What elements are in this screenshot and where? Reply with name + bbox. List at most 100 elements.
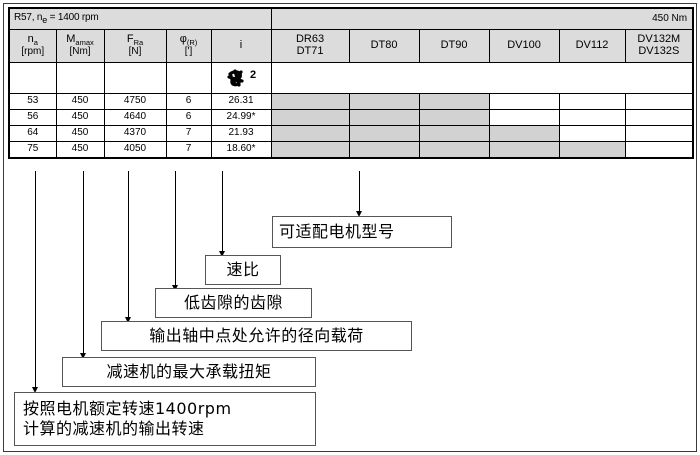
leader-arrow-i bbox=[218, 251, 225, 257]
cell-phi: 6 bbox=[165, 93, 212, 110]
callout-text: 输出轴中点处允许的径向载荷 bbox=[149, 325, 364, 345]
leader-line-phi bbox=[175, 171, 176, 287]
column-header-mamax: Mamax [Nm] bbox=[55, 29, 105, 63]
gearbox-spec-table: R57, ne = 1400 rpm 450 Nm na [rpm] Mamax… bbox=[8, 7, 695, 159]
column-unit: [N] bbox=[128, 46, 142, 58]
cell-i: 26.31 bbox=[210, 93, 272, 110]
cell-motor-dt80 bbox=[348, 141, 420, 159]
callout-ratio: 速比 bbox=[205, 255, 281, 285]
cell-motor-dt90 bbox=[418, 141, 490, 159]
motor-line2: DV132S bbox=[638, 45, 680, 57]
cell-motor-dv112 bbox=[558, 93, 626, 110]
column-symbol: FRa bbox=[126, 33, 144, 48]
leader-line-na bbox=[35, 171, 36, 389]
title-subscript: e bbox=[42, 14, 48, 25]
cell-fra: 4640 bbox=[103, 109, 167, 126]
cell-i: 21.93 bbox=[210, 125, 272, 142]
cell-motor-dr63 bbox=[270, 109, 350, 126]
column-header-motor-dv132: DV132M DV132S bbox=[624, 29, 694, 63]
callout-output-speed: 按照电机额定转速1400rpm 计算的减速机的输出转速 bbox=[14, 392, 316, 446]
motor-line1: DT80 bbox=[370, 39, 398, 52]
cell-motor-dt80 bbox=[348, 125, 420, 142]
cell-i: 18.60* bbox=[210, 141, 272, 159]
column-header-na: na [rpm] bbox=[8, 29, 57, 63]
cell-mamax: 450 bbox=[55, 109, 105, 126]
cell-motor-dv112 bbox=[558, 109, 626, 126]
table-title-right: 450 Nm bbox=[270, 7, 694, 30]
title-prefix: R57, n bbox=[14, 11, 43, 23]
spacer-cell-na bbox=[8, 62, 57, 94]
column-symbol: na bbox=[27, 33, 38, 48]
column-symbol: φ(R) bbox=[179, 33, 198, 48]
cell-motor-dv112 bbox=[558, 141, 626, 159]
callout-radial-load: 输出轴中点处允许的径向载荷 bbox=[101, 321, 412, 351]
leader-line-motors bbox=[359, 171, 360, 213]
cell-motor-dv132 bbox=[624, 93, 694, 110]
column-header-motor-dt80: DT80 bbox=[348, 29, 420, 63]
cell-motor-dr63 bbox=[270, 125, 350, 142]
column-header-phi: φ(R) ['] bbox=[165, 29, 212, 63]
cell-motor-dv100 bbox=[488, 93, 560, 110]
cell-fra: 4750 bbox=[103, 93, 167, 110]
spacer-cell-motors bbox=[270, 62, 694, 94]
column-header-i: i bbox=[210, 29, 272, 63]
spacer-number: 2 bbox=[249, 69, 257, 82]
column-symbol: Mamax bbox=[66, 33, 94, 48]
column-header-motor-dr63: DR63 DT71 bbox=[270, 29, 350, 63]
table-row: 56 450 4640 6 24.99* bbox=[8, 109, 694, 126]
cell-mamax: 450 bbox=[55, 141, 105, 159]
redaction-group: 2 bbox=[226, 66, 257, 87]
callout-max-torque: 减速机的最大承载扭矩 bbox=[62, 357, 316, 387]
cell-motor-dt80 bbox=[348, 109, 420, 126]
column-header-motor-dv112: DV112 bbox=[558, 29, 626, 63]
table-title-left: R57, ne = 1400 rpm bbox=[8, 7, 272, 30]
callout-text: 减速机的最大承载扭矩 bbox=[106, 361, 272, 381]
cell-mamax: 450 bbox=[55, 93, 105, 110]
motor-line1: DV132M bbox=[637, 33, 681, 46]
cell-motor-dv132 bbox=[624, 125, 694, 142]
spacer-cell-i: 2 bbox=[210, 62, 272, 94]
cell-motor-dt90 bbox=[418, 93, 490, 110]
title-suffix: = 1400 rpm bbox=[47, 11, 99, 23]
table-title-row: R57, ne = 1400 rpm 450 Nm bbox=[8, 7, 694, 30]
cell-motor-dv132 bbox=[624, 109, 694, 126]
motor-line1: DV100 bbox=[507, 39, 541, 52]
cell-phi: 7 bbox=[165, 141, 212, 159]
leader-line-i bbox=[222, 171, 223, 253]
cell-motor-dv132 bbox=[624, 141, 694, 159]
cell-phi: 7 bbox=[165, 125, 212, 142]
cell-phi: 6 bbox=[165, 109, 212, 126]
column-symbol: i bbox=[239, 39, 243, 52]
spacer-cell-phi bbox=[165, 62, 212, 94]
spacer-cell-mamax bbox=[55, 62, 105, 94]
motor-line1: DV112 bbox=[575, 39, 609, 52]
callout-text: 速比 bbox=[226, 259, 260, 279]
cell-motor-dt90 bbox=[418, 109, 490, 126]
cell-motor-dv100 bbox=[488, 125, 560, 142]
leader-arrow-motors bbox=[355, 211, 362, 217]
cell-motor-dv100 bbox=[488, 141, 560, 159]
callout-text: 按照电机额定转速1400rpm 计算的减速机的输出转速 bbox=[23, 398, 232, 438]
column-unit: [Nm] bbox=[69, 46, 91, 58]
callout-backlash: 低齿隙的齿隙 bbox=[155, 288, 312, 318]
cell-i: 24.99* bbox=[210, 109, 272, 126]
figure-outer-frame bbox=[3, 3, 697, 452]
cell-motor-dt90 bbox=[418, 125, 490, 142]
leader-line-mamax bbox=[83, 171, 84, 355]
table-row: 64 450 4370 7 21.93 bbox=[8, 125, 694, 142]
table-spacer-row: 2 bbox=[8, 62, 694, 94]
motor-line1: DT90 bbox=[440, 39, 468, 52]
cell-na: 56 bbox=[8, 109, 57, 126]
cell-na: 64 bbox=[8, 125, 57, 142]
cell-motor-dv112 bbox=[558, 125, 626, 142]
column-unit: [rpm] bbox=[21, 46, 45, 58]
callout-motor-models: 可适配电机型号 bbox=[272, 216, 452, 248]
cell-na: 75 bbox=[8, 141, 57, 159]
column-header-motor-dv100: DV100 bbox=[488, 29, 560, 63]
motor-line2: DT71 bbox=[296, 45, 324, 57]
table-row: 53 450 4750 6 26.31 bbox=[8, 93, 694, 110]
cell-fra: 4050 bbox=[103, 141, 167, 159]
callout-text: 低齿隙的齿隙 bbox=[183, 292, 283, 312]
motor-line1: DR63 bbox=[295, 33, 325, 46]
